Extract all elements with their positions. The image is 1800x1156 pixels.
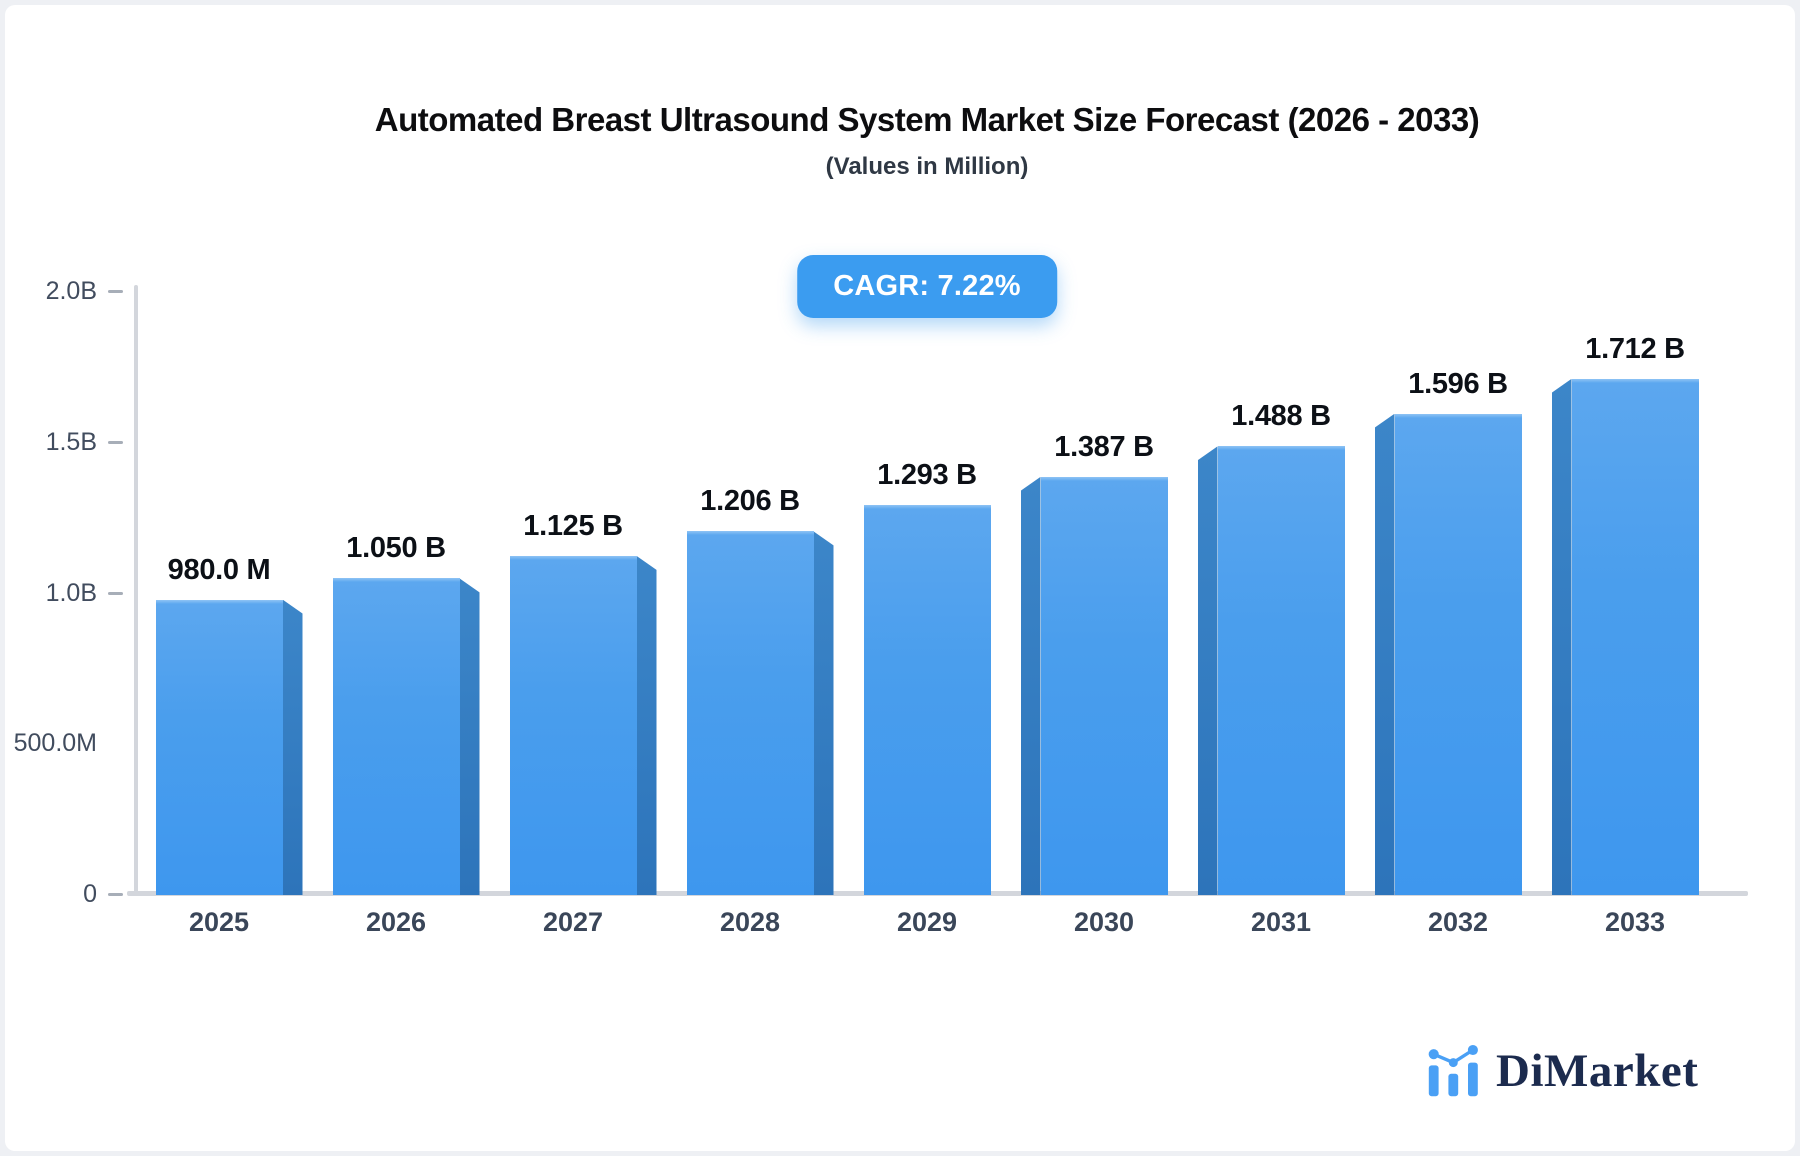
bar-value-label: 1.125 B bbox=[523, 509, 623, 542]
cagr-badge: CAGR: 7.22% bbox=[797, 255, 1057, 318]
y-axis-tick-label: 0 bbox=[83, 880, 97, 908]
y-axis-tick-label: 500.0M bbox=[13, 729, 97, 758]
bar-chart-plot: 2.0B 1.5B 1.0B 500.0M 0 980.0 M 2025 1.050 B 202… bbox=[5, 5, 1795, 1151]
bar-side-face bbox=[459, 578, 480, 895]
bar-value-label: 1.387 B bbox=[1054, 430, 1154, 463]
bar-value-label: 1.488 B bbox=[1231, 400, 1331, 433]
bar-2026 bbox=[332, 578, 460, 895]
bar-2028 bbox=[686, 531, 814, 895]
x-axis-category-label: 2025 bbox=[188, 907, 250, 937]
y-axis-tick-mark bbox=[108, 893, 123, 896]
bar-value-label: 980.0 M bbox=[167, 553, 271, 586]
x-axis-category-label: 2028 bbox=[719, 907, 781, 937]
bar-value-label: 1.293 B bbox=[877, 459, 977, 492]
bar-2030 bbox=[1040, 476, 1168, 895]
bar-2031 bbox=[1217, 446, 1345, 895]
x-axis-category-label: 2026 bbox=[365, 907, 427, 937]
x-axis-category-label: 2032 bbox=[1427, 907, 1489, 937]
bar-2032 bbox=[1394, 413, 1522, 895]
brand-logo: DiMarket bbox=[1426, 1043, 1698, 1099]
y-axis-tick-mark bbox=[108, 290, 123, 293]
chart-title: Automated Breast Ultrasound System Marke… bbox=[374, 101, 1480, 138]
bar-line-chart-icon bbox=[1428, 1044, 1478, 1097]
bar-2029 bbox=[863, 505, 991, 895]
bar-side-face bbox=[1374, 413, 1395, 895]
bar-side-face bbox=[636, 555, 657, 895]
y-axis-tick-label: 1.5B bbox=[45, 427, 97, 456]
bar-side-face bbox=[282, 599, 303, 895]
x-axis-category-label: 2033 bbox=[1604, 907, 1666, 937]
y-axis-tick-mark bbox=[108, 440, 123, 444]
bar-2027 bbox=[509, 555, 637, 895]
y-axis-tick-label: 1.0B bbox=[45, 578, 97, 607]
bar-value-label: 1.050 B bbox=[346, 532, 446, 565]
bar-value-label: 1.596 B bbox=[1408, 367, 1508, 400]
bar-value-label: 1.712 B bbox=[1585, 332, 1685, 365]
y-axis-line bbox=[134, 285, 138, 895]
x-axis-category-label: 2030 bbox=[1073, 907, 1135, 937]
bar-2025 bbox=[155, 599, 283, 895]
x-axis-category-label: 2031 bbox=[1250, 907, 1312, 937]
bar-side-face bbox=[1197, 446, 1218, 895]
x-axis-category-label: 2027 bbox=[542, 907, 604, 937]
bar-side-face bbox=[1020, 476, 1041, 895]
bar-side-face bbox=[1551, 378, 1572, 895]
chart-subtitle: (Values in Million) bbox=[825, 153, 1029, 180]
y-axis-tick-mark bbox=[108, 591, 123, 595]
brand-name: DiMarket bbox=[1496, 1045, 1699, 1097]
bar-side-face bbox=[813, 531, 834, 895]
bar-2033 bbox=[1571, 378, 1699, 895]
x-axis-category-label: 2029 bbox=[896, 907, 958, 937]
y-axis-tick-label: 2.0B bbox=[45, 277, 97, 305]
chart-card: Automated Breast Ultrasound System Marke… bbox=[5, 5, 1795, 1151]
bar-value-label: 1.206 B bbox=[700, 485, 800, 518]
